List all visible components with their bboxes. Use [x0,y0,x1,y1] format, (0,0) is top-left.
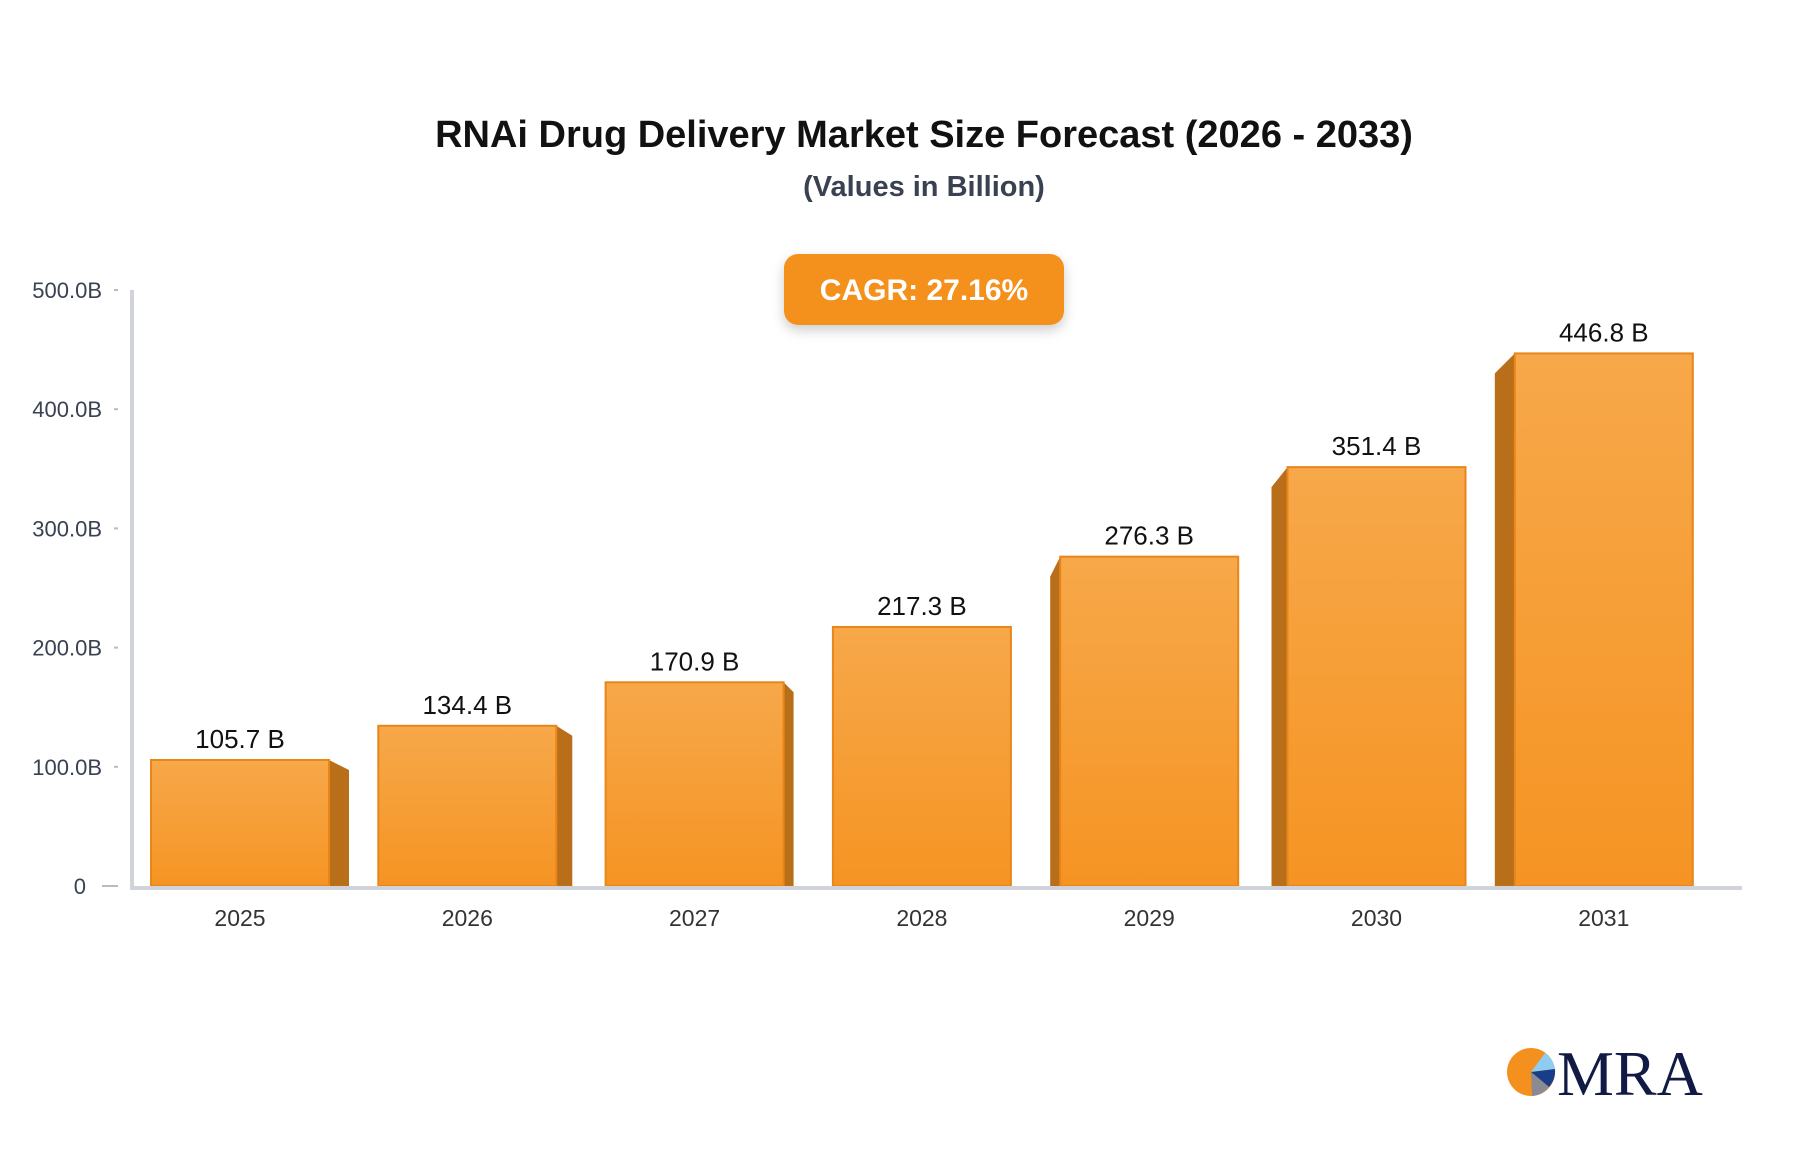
bar-2026: 134.4 B [377,690,573,888]
bar-side [329,760,349,886]
x-tick-label: 2025 [214,905,265,931]
x-tick-label: 2026 [442,905,493,931]
value-label: 170.9 B [650,646,740,676]
mra-logo: MRA [1507,1038,1703,1109]
bar-2025: 105.7 B [150,724,349,888]
value-label: 105.7 B [195,724,285,754]
x-tick-label: 2031 [1578,905,1629,931]
bar-2028: 217.3 B [831,591,1012,887]
value-label: 217.3 B [877,591,967,621]
chart-subtitle: (Values in Billion) [803,171,1045,203]
x-axis: 2025 2026 2027 2028 2029 2030 2031 [130,886,1742,931]
y-tick-label: 400.0B [32,397,102,422]
bar-front [1286,466,1467,887]
bar-side [1494,353,1515,886]
chart-title: RNAi Drug Delivery Market Size Forecast … [435,114,1413,156]
bar-2029: 276.3 B [1050,521,1240,887]
bar-side [783,682,794,886]
bar-2031: 446.8 B [1494,317,1694,887]
y-tick-label: 500.0B [32,278,102,303]
bar-side [1050,556,1061,886]
bar-front [831,625,1012,887]
bar-front [377,724,558,888]
value-label: 276.3 B [1104,521,1194,551]
bar-2030: 351.4 B [1271,431,1467,887]
bar-front [1059,555,1240,887]
cagr-badge: CAGR: 27.16% [784,254,1064,325]
y-tick-label: 200.0B [32,636,102,661]
x-tick-label: 2030 [1351,905,1402,931]
value-label: 351.4 B [1332,431,1422,461]
y-axis: 0 100.0B 200.0B 300.0B 400.0B 500.0B [32,278,134,899]
bars: 105.7 B 134.4 B 170.9 B 217.3 B 276.3 B 351.4… [150,317,1694,888]
logo-text: MRA [1557,1038,1703,1109]
bar-front [150,759,330,888]
x-tick-label: 2027 [669,905,720,931]
bar-front [1513,352,1694,887]
y-tick-label: 0 [74,874,86,899]
value-label: 134.4 B [422,690,512,720]
x-tick-label: 2028 [896,905,947,931]
y-tick-label: 100.0B [32,755,102,780]
x-tick-label: 2029 [1124,905,1175,931]
bar-side [556,725,573,886]
value-label: 446.8 B [1559,317,1649,347]
bar-side [1271,467,1288,886]
bar-2027: 170.9 B [604,646,794,887]
y-tick-label: 300.0B [32,516,102,541]
cagr-text: CAGR: 27.16% [820,274,1028,307]
bar-front [604,681,785,887]
